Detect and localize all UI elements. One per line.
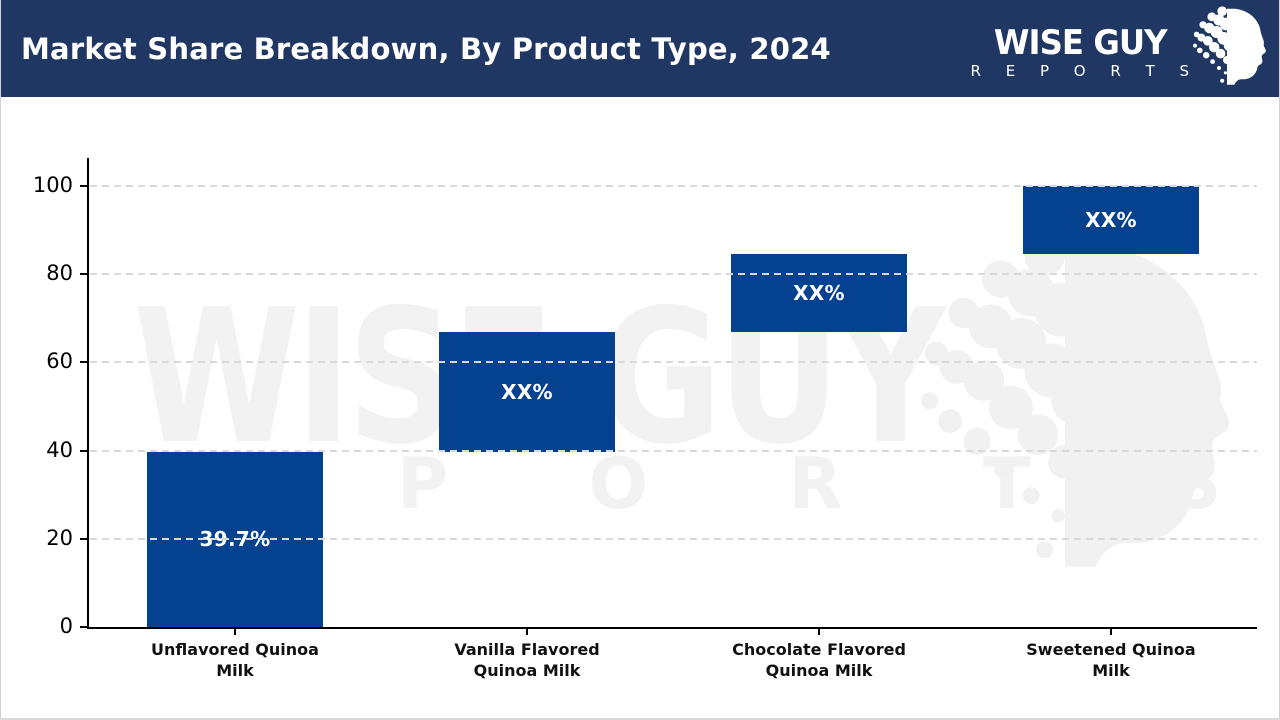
y-tick-label: 100 — [32, 173, 73, 197]
bar-segment: XX% — [439, 331, 615, 452]
bar-value-label: XX% — [1085, 208, 1137, 233]
wiseguy-logo: WISE GUY R E P O R T S — [961, 4, 1273, 92]
gridline — [90, 273, 1257, 276]
y-tick-mark — [80, 361, 88, 364]
bar-segment: XX% — [1023, 186, 1199, 255]
wiseguy-head-icon — [1193, 6, 1266, 85]
y-tick-label: 40 — [46, 437, 73, 462]
y-tick-mark — [80, 626, 88, 628]
waterfall-chart: WISE GUY P O R T S 39.7% Unflavored Quino… — [1, 97, 1279, 718]
x-category-label: Unflavored Quinoa Milk — [151, 640, 319, 680]
y-tick-mark — [80, 449, 88, 452]
y-tick-label: 80 — [46, 261, 73, 286]
logo-wordmark: WISE GUY — [993, 23, 1167, 63]
wiseguy-logo-text: WISE GUY R E P O R T S — [961, 26, 1199, 80]
y-tick-mark — [80, 273, 88, 276]
y-axis-line — [87, 158, 89, 629]
x-axis-line — [87, 627, 1257, 629]
x-category-label: Chocolate Flavored Quinoa Milk — [732, 640, 906, 680]
gridline — [90, 449, 1257, 452]
bar-value-label: XX% — [501, 379, 553, 404]
bar-value-label: XX% — [793, 280, 845, 305]
y-tick-mark — [80, 185, 88, 187]
gridline — [90, 537, 1257, 540]
y-tick-label: 0 — [59, 614, 73, 638]
y-tick-mark — [80, 537, 88, 540]
logo-subtitle: R E P O R T S — [970, 62, 1199, 80]
x-tick-mark — [526, 627, 528, 635]
watermark-head-icon — [921, 235, 1230, 567]
header-bar: Market Share Breakdown, By Product Type,… — [1, 0, 1279, 97]
page-title: Market Share Breakdown, By Product Type,… — [21, 31, 831, 66]
x-category-label: Vanilla Flavored Quinoa Milk — [454, 640, 600, 680]
x-tick-mark — [1110, 627, 1112, 635]
x-tick-mark — [234, 627, 236, 635]
x-category-label: Sweetened Quinoa Milk — [1026, 640, 1196, 680]
gridline — [90, 185, 1257, 187]
bar-segment: XX% — [731, 254, 907, 332]
x-tick-mark — [818, 627, 820, 635]
y-tick-label: 20 — [46, 525, 73, 550]
y-tick-label: 60 — [46, 349, 73, 374]
gridline — [90, 361, 1257, 364]
